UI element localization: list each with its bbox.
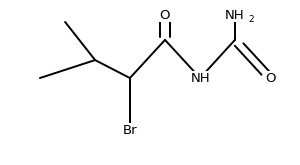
Text: 2: 2	[249, 15, 254, 24]
Text: O: O	[265, 72, 275, 84]
Text: NH: NH	[225, 9, 245, 21]
Text: Br: Br	[123, 124, 137, 136]
Text: NH: NH	[190, 72, 210, 84]
Text: O: O	[160, 9, 170, 21]
